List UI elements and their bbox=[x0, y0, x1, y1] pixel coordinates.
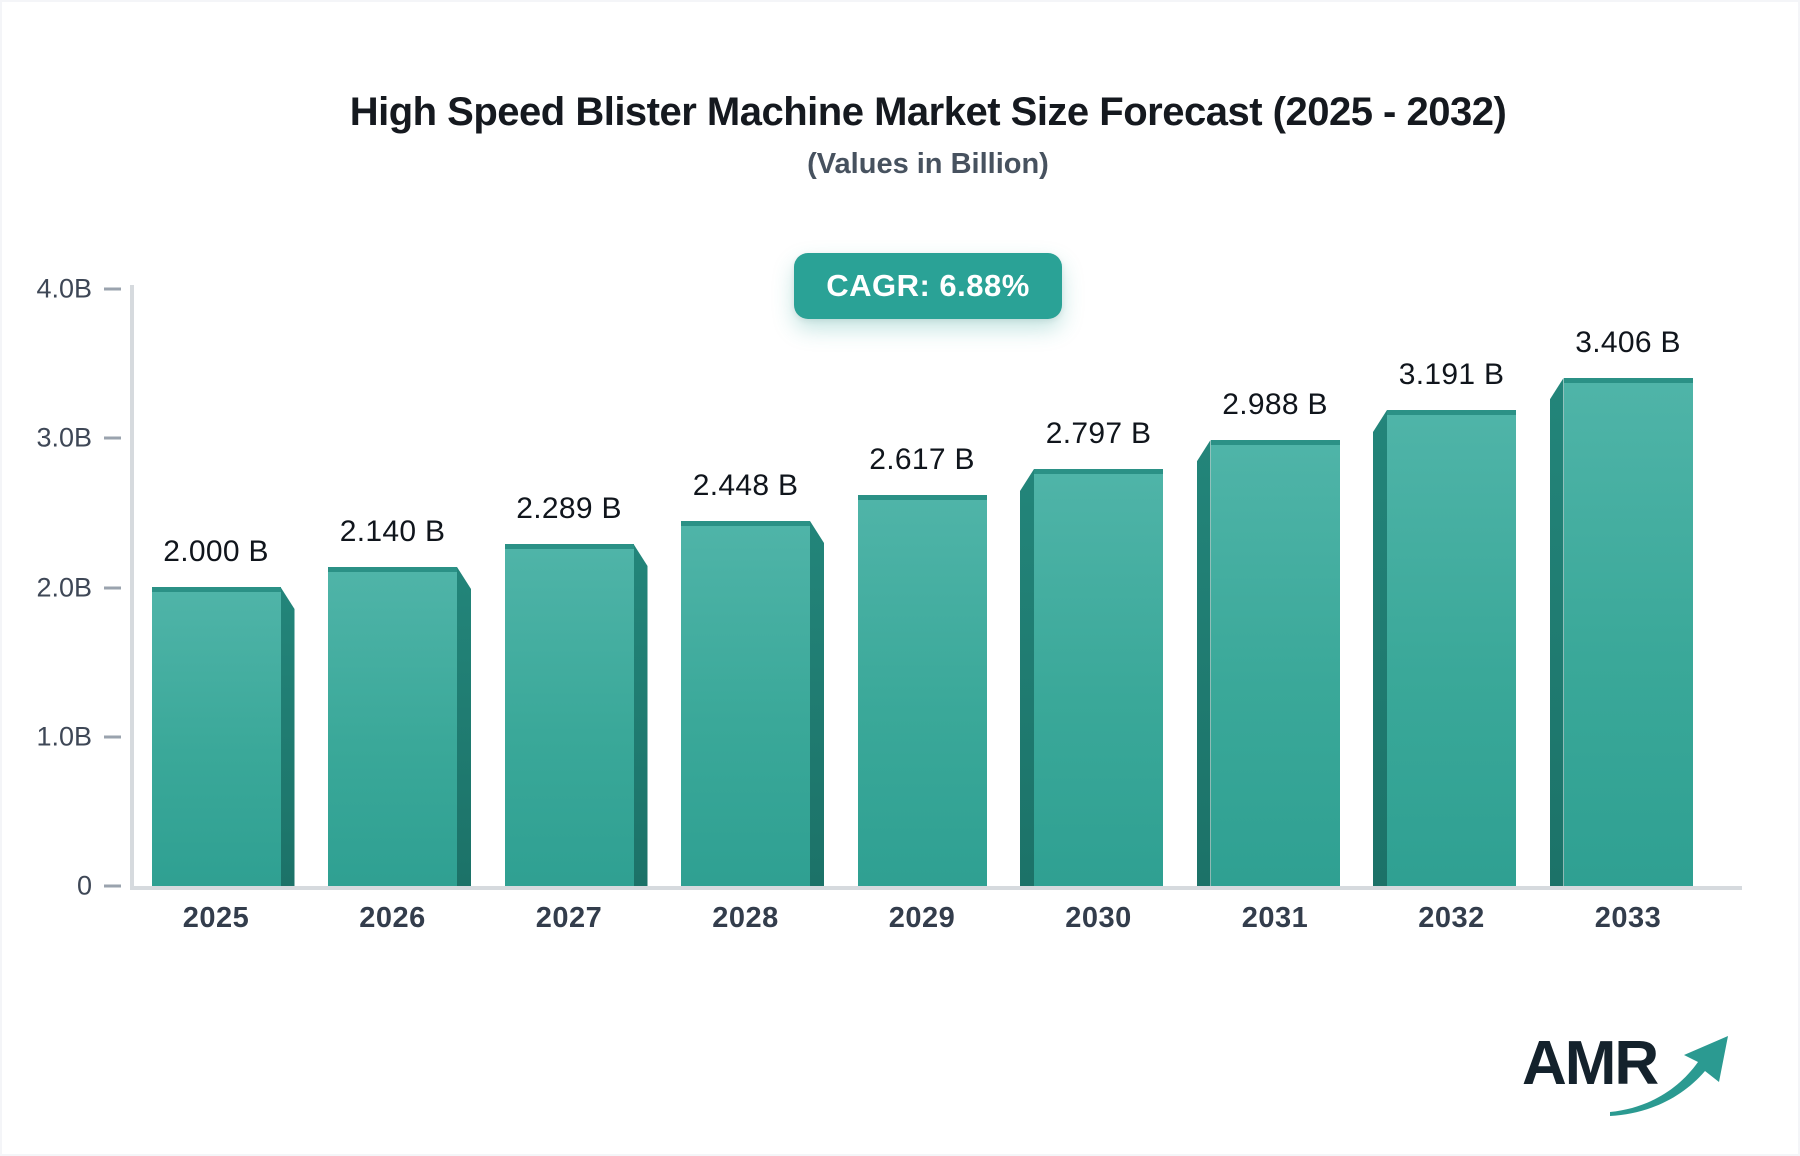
x-axis-label-2027: 2027 bbox=[535, 902, 603, 934]
chart-title: High Speed Blister Machine Market Size F… bbox=[349, 90, 1507, 134]
bar-2026 bbox=[328, 567, 471, 886]
y-tick-mark bbox=[104, 436, 121, 440]
bar-side-panel bbox=[457, 567, 471, 886]
cagr-badge: CAGR: 6.88% bbox=[56, 253, 1800, 319]
bar-value-label: 2.289 B bbox=[516, 492, 622, 525]
bar-value-label: 2.988 B bbox=[1222, 388, 1328, 421]
y-tick-label: 4.0B bbox=[36, 273, 92, 304]
x-axis-line bbox=[130, 886, 1742, 890]
bar-face bbox=[151, 587, 281, 886]
y-tick-label: 0 bbox=[76, 870, 92, 901]
cagr-badge-label: CAGR: 6.88% bbox=[794, 253, 1062, 319]
bar-value-label: 3.191 B bbox=[1398, 358, 1505, 391]
x-axis-label-2031: 2031 bbox=[1241, 902, 1309, 934]
amr-logo: AMR bbox=[1522, 1028, 1752, 1124]
bar-value-label: 2.140 B bbox=[339, 515, 446, 548]
bar-side-panel bbox=[1373, 410, 1387, 886]
bar-side-panel bbox=[633, 544, 648, 886]
bar-2028 bbox=[681, 521, 824, 886]
bar-face bbox=[1210, 440, 1340, 886]
bar-side-panel bbox=[810, 521, 824, 886]
bar-value-label: 2.797 B bbox=[1045, 417, 1152, 450]
y-tick-label: 3.0B bbox=[36, 422, 92, 453]
bar-value-label: 3.406 B bbox=[1575, 326, 1681, 359]
bar-2029 bbox=[857, 495, 987, 886]
chart-header: High Speed Blister Machine Market Size F… bbox=[56, 88, 1800, 181]
bar-side-panel bbox=[1020, 469, 1034, 886]
bar-side-panel bbox=[1196, 440, 1211, 886]
y-axis-line bbox=[130, 285, 134, 886]
bar-face bbox=[328, 567, 457, 886]
y-tick-mark bbox=[104, 735, 121, 739]
bar-side-panel bbox=[1549, 378, 1564, 886]
bar-2032 bbox=[1373, 410, 1516, 886]
bar-value-label: 2.617 B bbox=[869, 443, 975, 476]
x-axis-label-2026: 2026 bbox=[359, 902, 426, 934]
bar-value-label: 2.448 B bbox=[692, 469, 799, 502]
y-tick-mark bbox=[104, 586, 121, 589]
y-tick-mark bbox=[104, 287, 121, 291]
y-tick-label: 1.0B bbox=[36, 721, 92, 752]
x-axis-label-2033: 2033 bbox=[1594, 902, 1662, 934]
bar-face bbox=[1563, 378, 1693, 886]
bar-side-panel bbox=[280, 587, 295, 886]
x-axis-label-2030: 2030 bbox=[1065, 902, 1132, 934]
x-axis-label-2025: 2025 bbox=[182, 902, 250, 934]
bar-face bbox=[681, 521, 810, 886]
y-tick-mark bbox=[104, 884, 121, 888]
growth-arrow-icon bbox=[1610, 1036, 1728, 1116]
x-axis-label-2028: 2028 bbox=[712, 902, 779, 934]
bar-face bbox=[1387, 410, 1516, 886]
bar-2025 bbox=[151, 587, 295, 886]
x-axis-label-2032: 2032 bbox=[1418, 902, 1485, 934]
bar-2027 bbox=[504, 544, 648, 886]
bar-2031 bbox=[1196, 440, 1340, 886]
bar-value-label: 2.000 B bbox=[163, 535, 269, 568]
chart-subtitle: (Values in Billion) bbox=[807, 148, 1049, 180]
bar-2033 bbox=[1549, 378, 1693, 886]
amr-logo-text: AMR bbox=[1522, 1029, 1659, 1098]
bar-face bbox=[1034, 469, 1163, 886]
y-tick-label: 2.0B bbox=[36, 572, 92, 602]
bar-face bbox=[857, 495, 987, 886]
bar-2030 bbox=[1020, 469, 1163, 886]
x-axis-label-2029: 2029 bbox=[888, 902, 956, 934]
bar-face bbox=[504, 544, 634, 886]
